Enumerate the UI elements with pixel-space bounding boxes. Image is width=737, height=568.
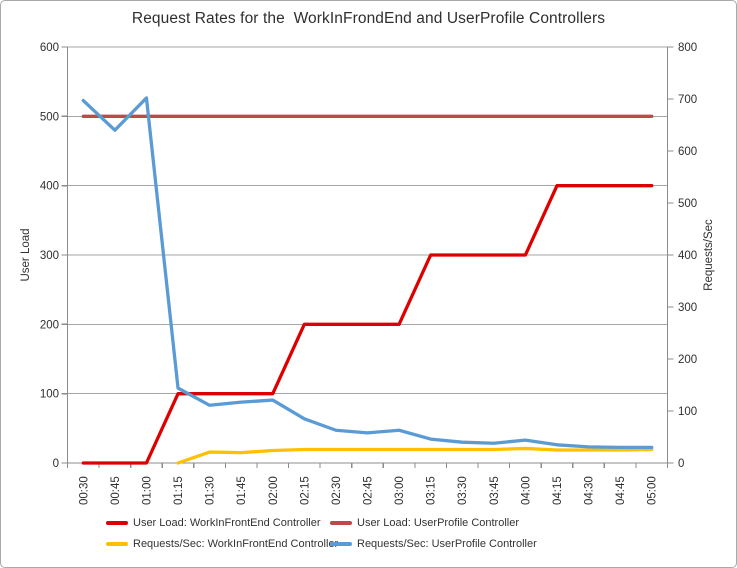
legend-item-requests-workinfrontend: Requests/Sec: WorkInFrontEnd Controller — [106, 538, 338, 550]
x-axis-tick-label: 04:45 — [615, 476, 627, 505]
right-axis-tick-label: 300 — [678, 302, 697, 314]
x-axis-tick-label: 03:00 — [394, 476, 406, 505]
x-axis-tick-label: 01:45 — [236, 476, 248, 505]
x-axis-tick-label: 05:00 — [647, 476, 659, 505]
x-axis-tick-label: 00:45 — [110, 476, 122, 505]
legend-swatch-icon — [330, 541, 352, 547]
legend-item-requests-userprofile: Requests/Sec: UserProfile Controller — [330, 538, 537, 550]
legend-item-user-load-workinfrontend: User Load: WorkInFrontEnd Controller — [106, 517, 330, 529]
legend-label: Requests/Sec: WorkInFrontEnd Controller — [133, 538, 339, 550]
legend-item-user-load-userprofile: User Load: UserProfile Controller — [330, 517, 537, 529]
legend-swatch-icon — [330, 520, 352, 526]
right-axis-tick-label: 0 — [678, 458, 684, 470]
right-axis-tick-label: 100 — [678, 406, 697, 418]
x-axis-tick-label: 04:00 — [520, 476, 532, 505]
left-axis-tick-label: 100 — [40, 389, 59, 401]
x-axis-tick-label: 02:00 — [268, 476, 280, 505]
x-axis-tick-label: 01:00 — [141, 476, 153, 505]
right-axis-tick-label: 200 — [678, 354, 697, 366]
right-axis-tick-label: 800 — [678, 42, 697, 54]
legend-label: User Load: WorkInFrontEnd Controller — [133, 517, 321, 529]
right-axis-tick-label: 500 — [678, 198, 697, 210]
right-axis-tick-label: 600 — [678, 146, 697, 158]
right-axis-title: Requests/Sec — [703, 219, 715, 291]
series-line-3 — [81, 96, 654, 450]
right-axis-tick-label: 400 — [678, 250, 697, 262]
axes-layer — [61, 46, 674, 468]
left-axis-tick-label: 200 — [40, 319, 59, 331]
x-axis-tick-label: 03:15 — [426, 476, 438, 505]
legend-swatch-icon — [106, 520, 128, 526]
x-axis-tick-label: 02:30 — [331, 476, 343, 505]
legend-label: User Load: UserProfile Controller — [357, 517, 520, 529]
left-axis-tick-label: 500 — [40, 111, 59, 123]
x-axis-tick-label: 01:30 — [205, 476, 217, 505]
left-axis-tick-label: 0 — [53, 458, 59, 470]
gridlines-layer — [67, 46, 668, 464]
right-axis-tick-label: 700 — [678, 94, 697, 106]
axis-labels-layer: 0 100 200 300 400 500 600 0 100 200 300 400 500 600 70… — [40, 42, 697, 505]
left-axis-tick-label: 300 — [40, 250, 59, 262]
x-axis-tick-label: 00:30 — [78, 476, 90, 505]
x-axis-tick-label: 04:15 — [552, 476, 564, 505]
x-axis-tick-label: 03:30 — [457, 476, 469, 505]
x-axis-tick-label: 01:15 — [173, 476, 185, 505]
x-axis-tick-label: 04:30 — [584, 476, 596, 505]
legend-swatch-icon — [106, 541, 128, 547]
left-axis-title: User Load — [20, 228, 32, 281]
x-axis-tick-label: 02:45 — [363, 476, 375, 505]
left-axis-tick-label: 400 — [40, 181, 59, 193]
chart-title: Request Rates for the WorkInFrondEnd and… — [131, 10, 606, 27]
left-axis-tick-label: 600 — [40, 42, 59, 54]
legend-label: Requests/Sec: UserProfile Controller — [357, 538, 537, 550]
series-line-0 — [81, 184, 654, 465]
series-line-2 — [176, 446, 654, 465]
series-layer — [81, 96, 654, 465]
x-axis-tick-label: 02:15 — [299, 476, 311, 505]
x-axis-tick-label: 03:45 — [489, 476, 501, 505]
chart-legend: User Load: WorkInFrontEnd Controller Use… — [106, 517, 537, 550]
